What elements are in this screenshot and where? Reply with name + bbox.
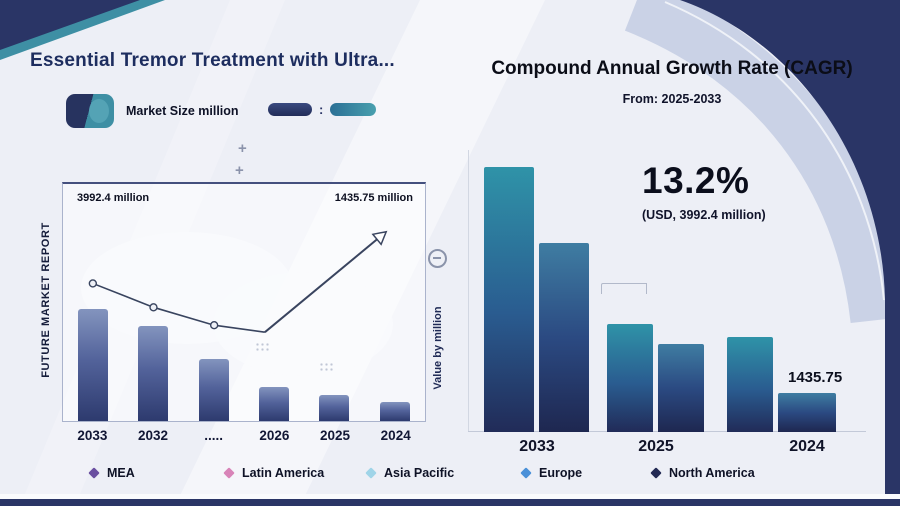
right-y-axis-line [468, 150, 469, 432]
x-label-2024: 2024 [380, 428, 411, 443]
market-size-legend: Market Size million [66, 94, 239, 128]
bar-2024 [379, 402, 410, 421]
right-x-label-2025: 2025 [638, 438, 674, 455]
right-chart-subtitle: From: 2025-2033 [622, 92, 722, 106]
toggle-separator: : [319, 102, 324, 117]
legend-item-north-america: North America [650, 466, 755, 480]
bar-group-2033 [484, 167, 589, 432]
left-chart-title: Essential Tremor Treatment with Ultra... [30, 50, 395, 71]
corner-triangle-navy [0, 0, 140, 50]
right-x-label-2024: 2024 [789, 438, 825, 455]
bar-group-2024 [727, 337, 836, 432]
bar-2033-primary [484, 167, 534, 432]
bottom-navy-bar [0, 499, 900, 506]
series-toggle[interactable]: : [268, 102, 377, 117]
bar-2033 [78, 309, 109, 421]
bar-2032 [138, 326, 169, 421]
left-x-axis-labels: 2033 2032 ..... 2026 2025 2024 [62, 428, 426, 443]
value-annotation-1435: 1435.75 [788, 369, 843, 386]
diamond-marker-icon [520, 467, 532, 479]
legend-label-asia-pacific: Asia Pacific [384, 466, 455, 480]
plus-decoration-icon: + [235, 162, 244, 179]
cagr-value: 13.2% [642, 160, 750, 201]
left-chart-min-value: 1435.75 million [334, 192, 413, 204]
x-label-2032: 2032 [137, 428, 169, 443]
toggle-pill-navy [268, 103, 312, 116]
legend-item-europe: Europe [520, 466, 583, 480]
step-bracket-decoration [601, 283, 647, 294]
bar-group-2025 [607, 324, 704, 432]
legend-item-latin-america: Latin America [223, 466, 325, 480]
legend-item-asia-pacific: Asia Pacific [365, 466, 455, 480]
bar-2026 [259, 387, 290, 421]
bar-2024-secondary [778, 393, 836, 432]
legend-label-europe: Europe [539, 466, 583, 480]
pie-chart-icon [66, 94, 114, 128]
x-label-2025: 2025 [320, 428, 351, 443]
legend-label-north-america: North America [669, 466, 755, 480]
x-label-2033: 2033 [77, 428, 108, 443]
bar-2025-secondary [658, 344, 704, 432]
legend-label-latin-america: Latin America [242, 466, 325, 480]
cagr-context: (USD, 3992.4 million) [642, 208, 766, 222]
left-chart-max-value: 3992.4 million [77, 192, 150, 204]
market-size-label: Market Size million [126, 104, 239, 118]
toggle-pill-teal [330, 103, 377, 116]
bar-2033-secondary [539, 243, 589, 432]
left-chart-area: 3992.4 million 1435.75 million [62, 182, 426, 422]
corner-band-right [680, 0, 900, 506]
left-bars-group [63, 209, 425, 421]
bar-2025 [319, 395, 350, 421]
right-x-label-2033: 2033 [519, 438, 555, 455]
legend-label-mea: MEA [107, 466, 135, 480]
right-y-axis-label: Value by million [432, 306, 444, 390]
left-y-axis-label: FUTURE MARKET REPORT [40, 222, 52, 378]
diamond-marker-icon [365, 467, 377, 479]
dot-grid-decoration [255, 342, 271, 353]
swoosh-highlight [664, 1, 885, 301]
legend-item-mea: MEA [88, 466, 135, 480]
x-label-dots: ..... [204, 428, 224, 443]
plus-decoration-icon: + [238, 140, 247, 157]
swoosh-band [624, 0, 900, 324]
bottom-white-strip [0, 494, 900, 499]
bar-intermediate-years [198, 359, 229, 421]
diamond-marker-icon [88, 467, 100, 479]
bar-2024-primary [727, 337, 773, 432]
diamond-marker-icon [223, 467, 235, 479]
region-legend: MEA Latin America Asia Pacific Europe No… [0, 466, 900, 486]
x-label-2026: 2026 [259, 428, 290, 443]
diamond-marker-icon [650, 467, 662, 479]
bar-2025-primary [607, 324, 653, 432]
dot-grid-decoration [319, 362, 335, 373]
minus-circle-icon [428, 249, 447, 268]
right-chart-title: Compound Annual Growth Rate (CAGR) [491, 58, 853, 79]
